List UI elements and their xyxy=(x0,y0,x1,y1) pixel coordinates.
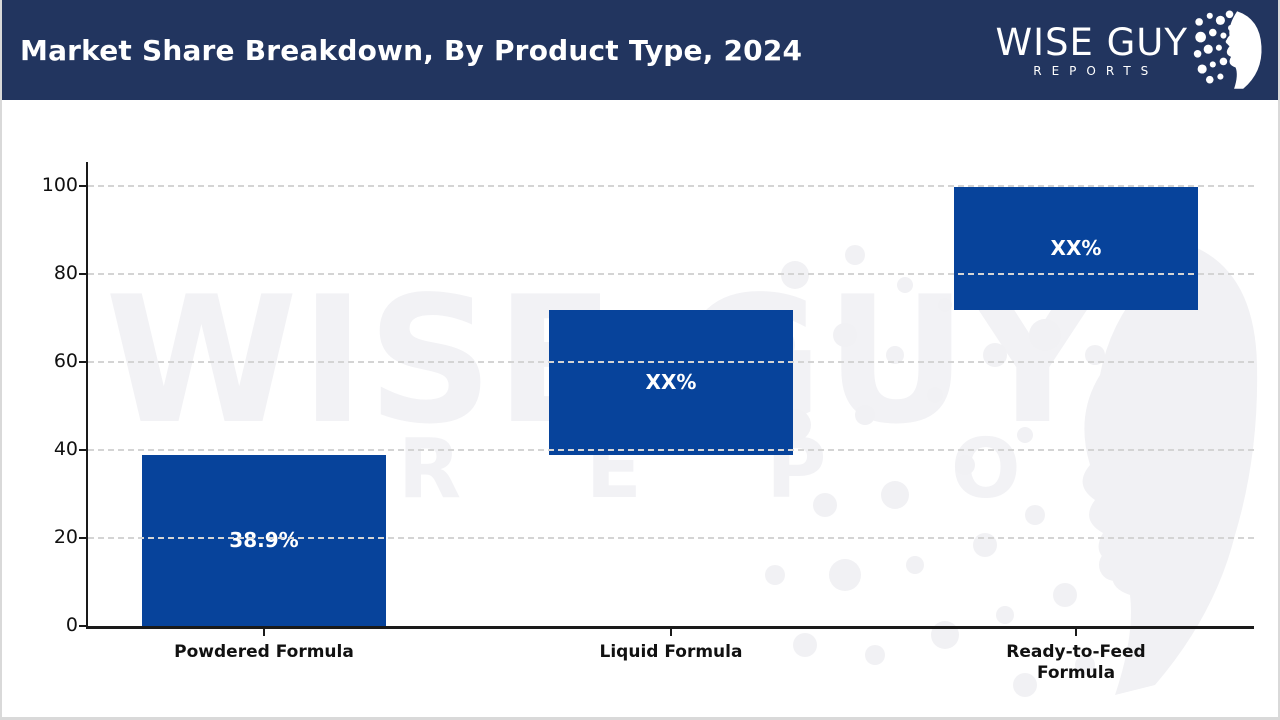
y-axis xyxy=(86,162,88,629)
gridline-y-40 xyxy=(88,449,1254,451)
y-tick-mark-60 xyxy=(79,361,86,363)
x-tick-mark-powdered-formula xyxy=(263,629,265,636)
x-category-label-powdered-formula: Powdered Formula xyxy=(174,642,354,662)
y-tick-label-60: 60 xyxy=(53,350,78,372)
logo-wordmark: WISE GUY xyxy=(995,20,1188,64)
brand-logo: WISE GUY REPORTS xyxy=(996,8,1266,92)
x-axis xyxy=(86,626,1254,629)
page-title: Market Share Breakdown, By Product Type,… xyxy=(20,33,803,67)
gridline-y-20 xyxy=(88,537,1254,539)
logo-subtext: REPORTS xyxy=(1033,63,1159,78)
gridline-y-60 xyxy=(88,361,1254,363)
header: Market Share Breakdown, By Product Type,… xyxy=(2,0,1278,100)
y-tick-mark-100 xyxy=(79,185,86,187)
x-category-label-liquid-formula: Liquid Formula xyxy=(599,642,743,662)
x-category-label-ready-to-feed-formula: Ready-to-Feed Formula xyxy=(1006,642,1146,684)
y-tick-mark-40 xyxy=(79,449,86,451)
y-tick-label-100: 100 xyxy=(41,174,78,196)
bar-value-label: 38.9% xyxy=(229,528,299,553)
y-tick-label-20: 20 xyxy=(53,526,78,548)
logo-face-icon xyxy=(1193,10,1262,89)
plot-area: 38.9% XX% XX% 0 20 40 60 80 100 Powdered Formula L… xyxy=(2,100,1278,717)
bar-powdered-formula: 38.9% xyxy=(142,454,386,626)
x-tick-mark-ready-to-feed-formula xyxy=(1075,629,1077,636)
y-tick-label-80: 80 xyxy=(53,262,78,284)
logo-text: WISE GUY REPORTS xyxy=(996,24,1188,77)
gridline-y-80 xyxy=(88,273,1254,275)
x-tick-mark-liquid-formula xyxy=(670,629,672,636)
bar-liquid-formula: XX% xyxy=(549,310,793,455)
gridline-y-100 xyxy=(88,185,1254,187)
bar-ready-to-feed-formula: XX% xyxy=(954,186,1198,311)
y-tick-mark-0 xyxy=(79,625,86,627)
y-tick-mark-80 xyxy=(79,273,86,275)
bar-value-label: XX% xyxy=(645,370,697,395)
y-tick-mark-20 xyxy=(79,537,86,539)
y-tick-label-0: 0 xyxy=(65,614,78,636)
bar-value-label: XX% xyxy=(1050,236,1102,261)
chart-canvas: WISE GUY R E P O R T S 38.9%XX%XX xyxy=(2,100,1278,717)
y-tick-label-40: 40 xyxy=(53,438,78,460)
